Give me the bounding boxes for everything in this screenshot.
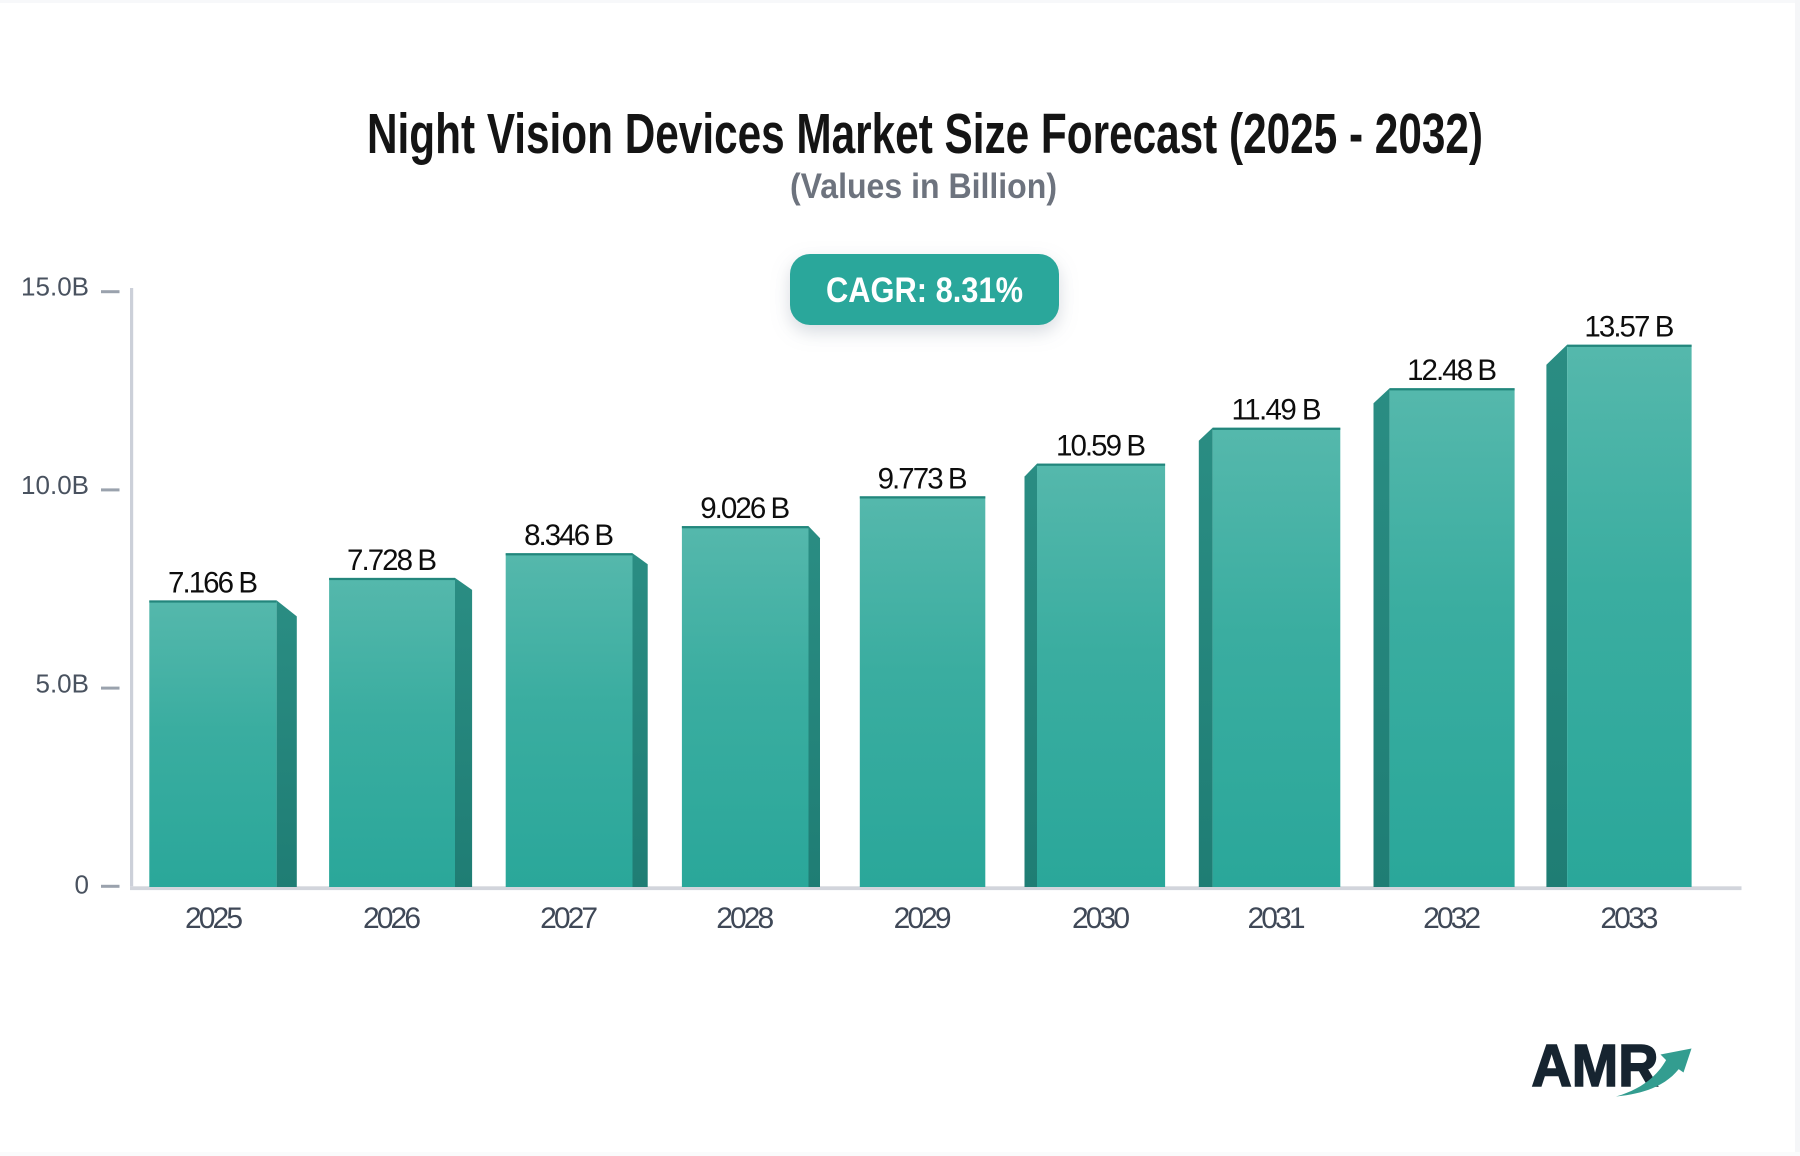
svg-text:9.773 B: 9.773 B — [878, 462, 968, 495]
svg-text:8.346 B: 8.346 B — [524, 519, 614, 552]
svg-text:12.48 B: 12.48 B — [1407, 354, 1497, 387]
svg-text:2027: 2027 — [540, 902, 598, 935]
svg-text:13.57 B: 13.57 B — [1584, 311, 1674, 344]
svg-text:7.166 B: 7.166 B — [168, 566, 258, 599]
svg-text:0: 0 — [75, 870, 89, 900]
svg-text:AMR: AMR — [1532, 1033, 1659, 1099]
svg-text:2033: 2033 — [1600, 902, 1658, 935]
svg-text:2031: 2031 — [1248, 902, 1306, 935]
svg-text:2032: 2032 — [1423, 902, 1481, 935]
svg-text:7.728 B: 7.728 B — [347, 544, 437, 577]
svg-text:10.59 B: 10.59 B — [1056, 430, 1146, 463]
svg-text:9.026 B: 9.026 B — [700, 492, 790, 525]
svg-text:Night Vision Devices Market Si: Night Vision Devices Market Size Forecas… — [367, 102, 1483, 166]
svg-text:2028: 2028 — [716, 902, 774, 935]
svg-text:(Values in Billion): (Values in Billion) — [790, 167, 1057, 206]
svg-text:15.0B: 15.0B — [21, 272, 89, 302]
svg-text:2030: 2030 — [1072, 902, 1130, 935]
svg-text:11.49 B: 11.49 B — [1232, 394, 1322, 427]
svg-text:2026: 2026 — [363, 902, 421, 935]
svg-text:2029: 2029 — [894, 902, 952, 935]
svg-text:5.0B: 5.0B — [36, 668, 90, 698]
svg-text:10.0B: 10.0B — [21, 470, 89, 500]
svg-text:CAGR: 8.31%: CAGR: 8.31% — [826, 271, 1023, 310]
svg-text:2025: 2025 — [185, 902, 243, 935]
